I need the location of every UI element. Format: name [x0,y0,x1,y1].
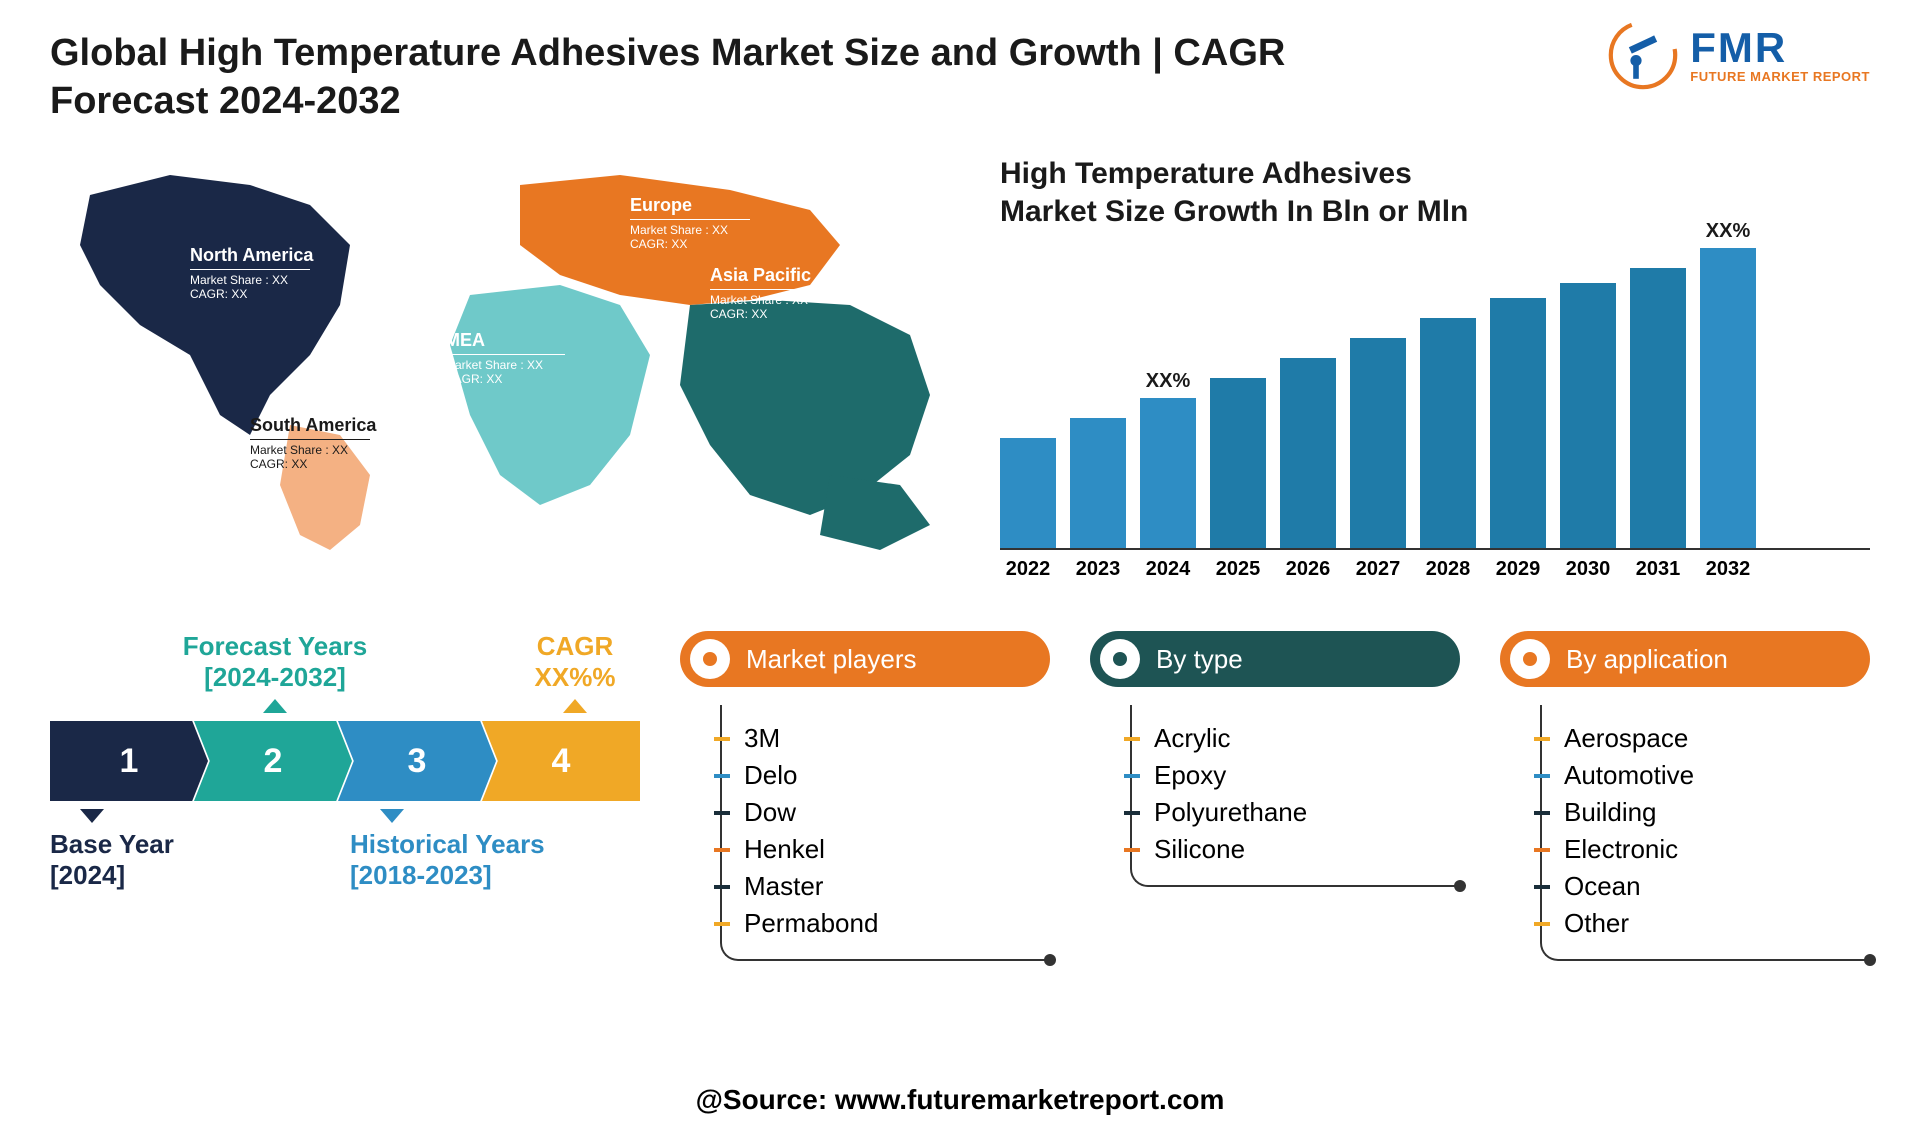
bar-2025 [1210,378,1266,548]
list-item: Automotive [1534,760,1870,791]
timeline-label-forecast-years: Forecast Years[2024-2032] [170,631,380,713]
fmr-logo: FMR FUTURE MARKET REPORT [1608,20,1870,90]
timeline-segment-4: 4 [482,721,640,801]
category-header: Market players [680,631,1050,687]
region-label-europe: EuropeMarket Share : XXCAGR: XX [630,195,750,251]
list-item: Aerospace [1534,723,1870,754]
timeline-label-base-year: Base Year[2024] [50,809,174,891]
timeline-label-cagr: CAGRXX%% [470,631,680,713]
growth-chart: High Temperature Adhesives Market Size G… [980,155,1870,581]
bar-2030 [1560,283,1616,548]
list-item: Building [1534,797,1870,828]
category-by-application: By applicationAerospaceAutomotiveBuildin… [1500,631,1870,961]
region-label-asia-pacific: Asia PacificMarket Share : XXCAGR: XX [710,265,830,321]
bar-year-label: 2032 [1700,558,1756,581]
bar-year-label: 2023 [1070,558,1126,581]
list-item: Dow [714,797,1050,828]
timeline-segment-3: 3 [338,721,496,801]
bar-2028 [1420,318,1476,548]
bar-2029 [1490,298,1546,548]
bar-year-label: 2031 [1630,558,1686,581]
list-item: Master [714,871,1050,902]
logo-main-text: FMR [1690,27,1870,69]
category-list: AerospaceAutomotiveBuildingElectronicOce… [1540,705,1870,961]
list-item: Electronic [1534,834,1870,865]
list-item: Henkel [714,834,1050,865]
region-label-north-america: North AmericaMarket Share : XXCAGR: XX [190,245,313,301]
timeline: Forecast Years[2024-2032]CAGRXX%% 1234 B… [50,631,640,961]
timeline-segment-1: 1 [50,721,208,801]
bar-2031 [1630,268,1686,548]
bar-2024: XX% [1140,398,1196,548]
telescope-icon [1608,20,1678,90]
bar-2022 [1000,438,1056,548]
bar-year-label: 2028 [1420,558,1476,581]
category-by-type: By typeAcrylicEpoxyPolyurethaneSilicone [1090,631,1460,961]
list-item: Other [1534,908,1870,939]
category-list: AcrylicEpoxyPolyurethaneSilicone [1130,705,1460,887]
list-item: Acrylic [1124,723,1460,754]
bar-2026 [1280,358,1336,548]
world-map: North AmericaMarket Share : XXCAGR: XX So… [50,155,950,555]
bar-year-label: 2022 [1000,558,1056,581]
category-header: By application [1500,631,1870,687]
list-item: Permabond [714,908,1050,939]
list-item: Silicone [1124,834,1460,865]
bar-chart: XX% XX% [1000,250,1870,550]
bar-x-labels: 2022 2023 2024 2025 2026 2027 2028 2029 2030 2031… [1000,558,1870,581]
bar-year-label: 2030 [1560,558,1616,581]
timeline-label-historical-years: Historical Years[2018-2023] [350,809,545,891]
list-item: Ocean [1534,871,1870,902]
bar-year-label: 2026 [1280,558,1336,581]
bar-year-label: 2024 [1140,558,1196,581]
category-market-players: Market players3MDeloDowHenkelMasterPerma… [680,631,1050,961]
category-list: 3MDeloDowHenkelMasterPermabond [720,705,1050,961]
chart-title: High Temperature Adhesives Market Size G… [1000,155,1500,230]
list-item: Polyurethane [1124,797,1460,828]
page-title: Global High Temperature Adhesives Market… [50,30,1350,125]
list-item: 3M [714,723,1050,754]
timeline-segment-2: 2 [194,721,352,801]
source-attribution: @Source: www.futuremarketreport.com [696,1084,1225,1116]
region-label-south-america: South AmericaMarket Share : XXCAGR: XX [250,415,376,471]
region-label-mea: MEAMarket Share : XXCAGR: XX [445,330,565,386]
list-item: Epoxy [1124,760,1460,791]
bar-year-label: 2027 [1350,558,1406,581]
bar-year-label: 2029 [1490,558,1546,581]
bar-year-label: 2025 [1210,558,1266,581]
category-header: By type [1090,631,1460,687]
bar-annotation: XX% [1146,370,1190,393]
list-item: Delo [714,760,1050,791]
bar-2032: XX% [1700,248,1756,548]
logo-sub-text: FUTURE MARKET REPORT [1690,69,1870,84]
bar-annotation: XX% [1706,220,1750,243]
bar-2027 [1350,338,1406,548]
bar-2023 [1070,418,1126,548]
